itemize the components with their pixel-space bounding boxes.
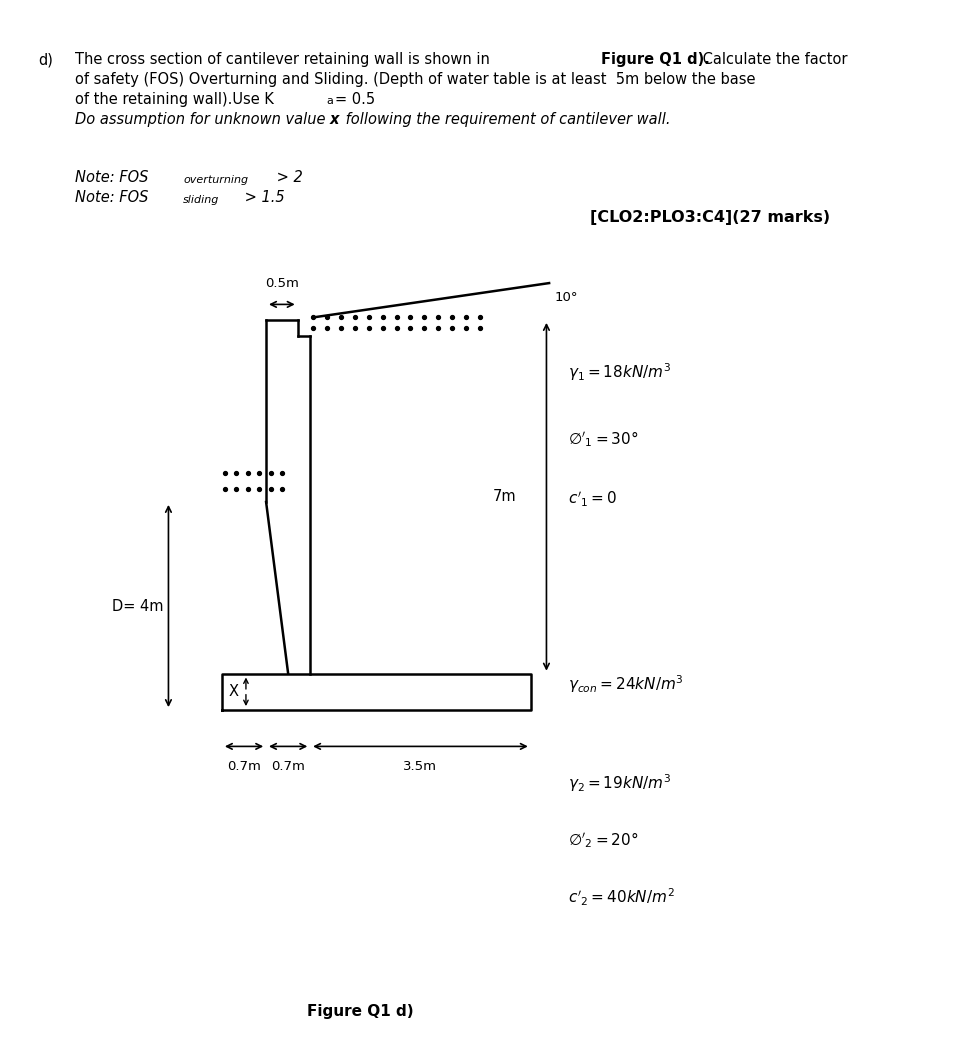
- Text: d): d): [38, 52, 53, 67]
- Text: sliding: sliding: [183, 195, 219, 205]
- Text: a: a: [326, 96, 333, 106]
- Text: 10°: 10°: [554, 291, 578, 304]
- Text: following the requirement of cantilever wall.: following the requirement of cantilever …: [341, 112, 671, 126]
- Text: $\mathit{\gamma}_1 = 18kN/m^3$: $\mathit{\gamma}_1 = 18kN/m^3$: [569, 361, 672, 383]
- Text: 0.5m: 0.5m: [265, 277, 298, 290]
- Text: X: X: [229, 685, 239, 699]
- Text: The cross section of cantilever retaining wall is shown in: The cross section of cantilever retainin…: [75, 52, 494, 67]
- Text: Do assumption for unknown value: Do assumption for unknown value: [75, 112, 330, 126]
- Text: Note: FOS: Note: FOS: [75, 170, 153, 185]
- Text: x: x: [330, 112, 339, 126]
- Text: overturning: overturning: [183, 175, 248, 185]
- Text: of safety (FOS) Overturning and Sliding. (Depth of water table is at least  5m b: of safety (FOS) Overturning and Sliding.…: [75, 72, 756, 87]
- Text: $\mathit{\gamma}_2  = 19kN/m^3$: $\mathit{\gamma}_2 = 19kN/m^3$: [569, 772, 672, 794]
- Text: $c'_2 = 40kN/m^2$: $c'_2 = 40kN/m^2$: [569, 887, 675, 908]
- Text: Figure Q1 d).: Figure Q1 d).: [601, 52, 710, 67]
- Text: = 0.5: = 0.5: [335, 92, 375, 107]
- Text: $\emptyset'_2 = 20°$: $\emptyset'_2 = 20°$: [569, 830, 640, 849]
- Text: Note: FOS: Note: FOS: [75, 190, 153, 205]
- Text: $c'_1 = 0$: $c'_1 = 0$: [569, 490, 618, 509]
- Text: Calculate the factor: Calculate the factor: [698, 52, 848, 67]
- Text: > 2: > 2: [272, 170, 302, 185]
- Text: D= 4m: D= 4m: [112, 598, 164, 613]
- Text: $\emptyset'_1 = 30°$: $\emptyset'_1 = 30°$: [569, 429, 640, 450]
- Text: Figure Q1 d): Figure Q1 d): [307, 1005, 414, 1019]
- Text: of the retaining wall).Use K: of the retaining wall).Use K: [75, 92, 274, 107]
- Text: 7m: 7m: [493, 489, 516, 504]
- Text: > 1.5: > 1.5: [240, 190, 285, 205]
- Text: 0.7m: 0.7m: [271, 760, 305, 774]
- Text: $\mathit{\gamma}_{con} = 24kN/m^3$: $\mathit{\gamma}_{con} = 24kN/m^3$: [569, 673, 684, 695]
- Text: 3.5m: 3.5m: [403, 760, 437, 774]
- Text: [CLO2:PLO3:C4](27 marks): [CLO2:PLO3:C4](27 marks): [590, 210, 830, 225]
- Text: 0.7m: 0.7m: [227, 760, 261, 774]
